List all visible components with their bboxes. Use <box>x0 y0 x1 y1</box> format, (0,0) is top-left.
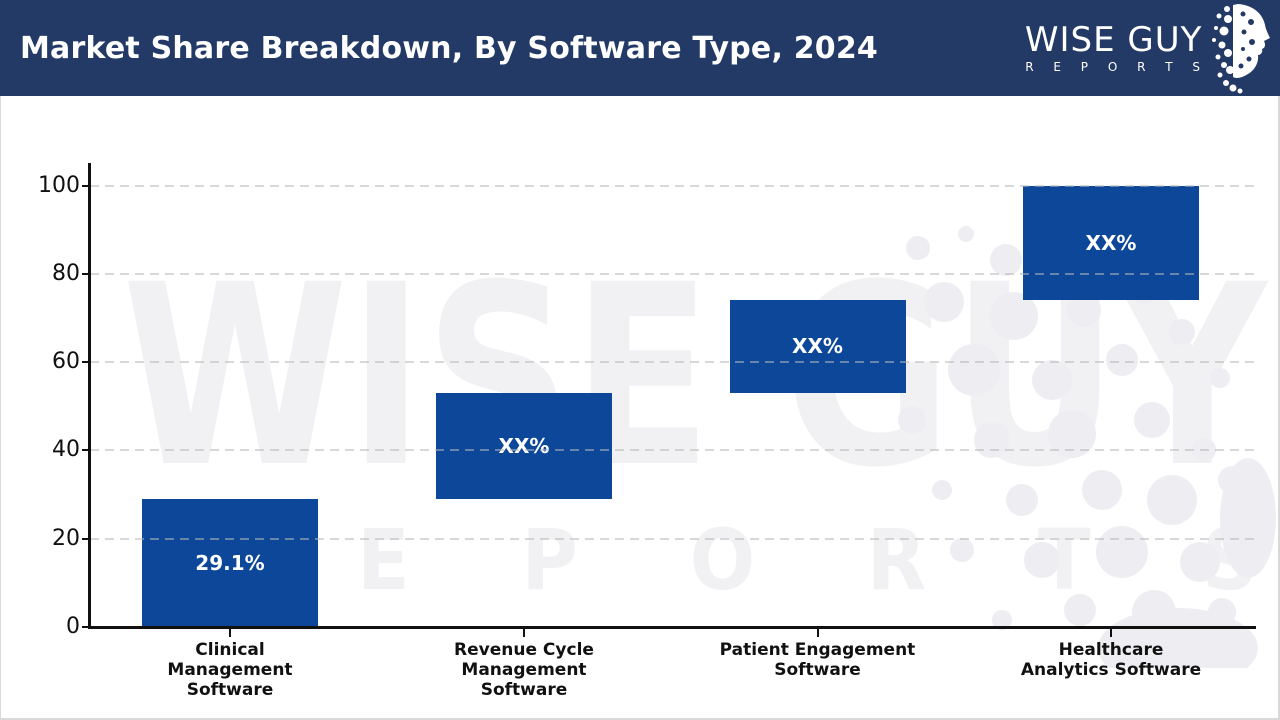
x-tick-label-line: Clinical <box>195 640 265 660</box>
y-tick-mark <box>82 537 90 540</box>
x-tick-label: Revenue Cycle Management Software <box>374 640 674 700</box>
x-tick-mark <box>816 629 819 637</box>
bar-segment: 29.1% <box>142 498 318 627</box>
x-tick-label-line: Analytics Software <box>1020 660 1202 680</box>
page-bottom-border <box>0 718 1280 720</box>
bar-segment: XX% <box>436 392 612 499</box>
logo-wiseguy-text: WISE GUY <box>1024 19 1203 60</box>
page-right-border <box>1278 96 1280 720</box>
gridline <box>90 272 1256 275</box>
y-tick-label: 0 <box>66 614 80 639</box>
y-tick-label: 60 <box>52 349 80 375</box>
wise-guy-reports-logo: WISE GUY R E P O R T S <box>1019 2 1270 94</box>
y-tick-mark <box>82 626 90 628</box>
x-tick-mark <box>1110 629 1112 637</box>
y-tick-label: 40 <box>52 437 80 463</box>
logo-head-icon <box>1212 4 1270 94</box>
x-tick-label-line: Software <box>186 680 274 700</box>
x-tick-label-line: Management <box>167 660 293 680</box>
page-left-border <box>0 96 1 720</box>
header-bar: Market Share Breakdown, By Software Type… <box>0 0 1280 96</box>
bar-segment: XX% <box>729 300 906 393</box>
logo-text: WISE GUY R E P O R T S <box>1019 23 1208 74</box>
gridline <box>90 449 1256 452</box>
y-tick-mark <box>82 272 90 275</box>
y-tick-mark <box>82 184 90 187</box>
y-tick-label: 80 <box>52 260 80 286</box>
x-tick-label-line: Software <box>774 660 861 680</box>
gridline <box>90 361 1256 364</box>
x-tick-mark <box>229 629 231 637</box>
bar-segment: XX% <box>1023 185 1199 301</box>
bar-value-label: XX% <box>792 334 843 359</box>
x-tick-label-line: Patient Engagement <box>719 640 916 660</box>
y-tick-label: 100 <box>38 172 80 198</box>
bar-value-label: 29.1% <box>195 550 265 575</box>
gridline <box>90 537 1256 540</box>
gridline <box>90 184 1256 187</box>
x-tick-label-line: Software <box>480 680 568 700</box>
x-tick-label: Clinical Management Software <box>80 640 380 700</box>
y-tick-mark <box>82 449 90 452</box>
page-title: Market Share Breakdown, By Software Type… <box>20 30 879 66</box>
logo-reports-text: R E P O R T S <box>1025 59 1208 74</box>
y-tick-mark <box>82 361 90 364</box>
x-tick-label-line: Revenue Cycle <box>454 640 594 660</box>
x-tick-label: Healthcare Analytics Software <box>961 640 1261 680</box>
bar-value-label: XX% <box>498 433 550 458</box>
x-tick-label-line: Healthcare <box>1058 640 1164 660</box>
bar-value-label: XX% <box>1085 230 1137 255</box>
x-tick-label-line: Management <box>461 660 587 680</box>
x-axis-line <box>88 626 1256 629</box>
y-axis-line <box>88 163 91 629</box>
x-tick-label: Patient Engagement Software <box>668 640 968 680</box>
y-tick-label: 20 <box>52 525 80 551</box>
x-tick-mark <box>523 629 525 637</box>
